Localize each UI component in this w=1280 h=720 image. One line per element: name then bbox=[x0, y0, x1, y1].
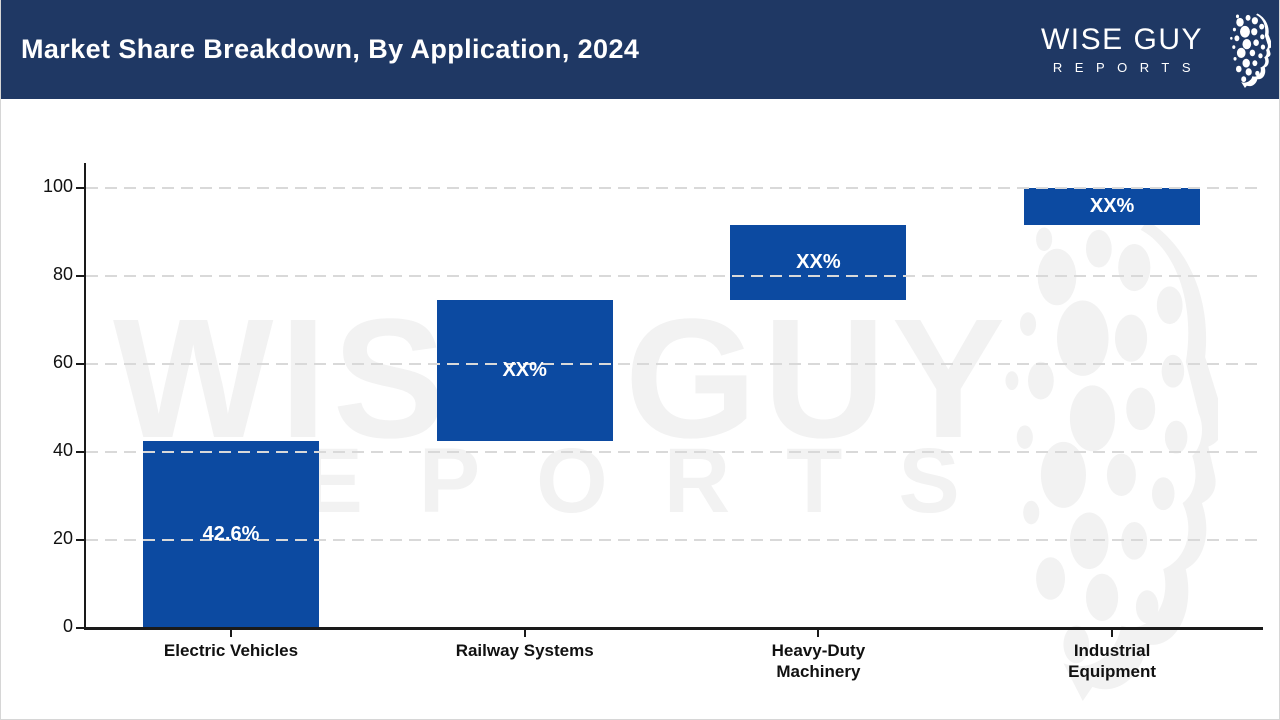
logo-wordmark: WISE GUY bbox=[1040, 23, 1203, 56]
bar-segment bbox=[143, 440, 319, 628]
x-axis-category-label: Railway Systems bbox=[455, 641, 594, 660]
bar-value-label: XX% bbox=[502, 358, 547, 381]
y-tick-label: 60 bbox=[52, 352, 73, 372]
x-tick-mark bbox=[523, 630, 526, 637]
bar-segment bbox=[730, 224, 907, 300]
y-tick-mark bbox=[76, 451, 84, 453]
bar-segment bbox=[436, 299, 613, 441]
y-tick-label: 100 bbox=[42, 176, 73, 196]
chart-area: WISE GUY REPORTS 0 20 40 60 80 100 42.6% Electr… bbox=[1, 99, 1279, 719]
x-tick-mark bbox=[230, 630, 232, 637]
y-tick-label: 80 bbox=[52, 264, 73, 284]
gridline bbox=[86, 539, 1263, 541]
x-axis-category-label: Heavy-Duty Machinery bbox=[771, 641, 866, 681]
x-axis-category-label: Industrial Equipment bbox=[1068, 641, 1157, 681]
y-axis-spine bbox=[84, 163, 86, 630]
header: Market Share Breakdown, By Application, … bbox=[1, 0, 1279, 99]
y-tick-label: 40 bbox=[52, 440, 73, 460]
bar-value-label: 42.6% bbox=[202, 522, 260, 545]
gridline bbox=[86, 187, 1263, 189]
gridline bbox=[86, 451, 1263, 453]
gridline bbox=[86, 275, 1263, 277]
logo-subtitle: REPORTS bbox=[1052, 60, 1203, 75]
y-tick-mark bbox=[76, 627, 84, 629]
gridline bbox=[86, 363, 1263, 365]
logo-head-icon bbox=[1209, 12, 1271, 88]
x-axis-spine bbox=[84, 627, 1263, 630]
y-tick-mark bbox=[76, 363, 84, 365]
y-tick-mark bbox=[76, 187, 84, 189]
x-tick-mark bbox=[1111, 630, 1114, 637]
x-tick-mark bbox=[817, 630, 820, 637]
logo: WISE GUY REPORTS bbox=[1041, 0, 1271, 99]
bar-segment bbox=[1024, 188, 1201, 225]
bar-value-label: XX% bbox=[796, 250, 841, 273]
y-tick-label: 0 bbox=[62, 616, 73, 636]
y-tick-mark bbox=[76, 539, 84, 541]
y-tick-label: 20 bbox=[52, 528, 73, 548]
x-axis-category-label: Electric Vehicles bbox=[163, 641, 299, 660]
page-title: Market Share Breakdown, By Application, … bbox=[21, 34, 640, 64]
bar-value-label: XX% bbox=[1089, 195, 1135, 217]
logo-text: WISE GUY REPORTS bbox=[1040, 23, 1203, 75]
y-tick-mark bbox=[76, 275, 84, 277]
